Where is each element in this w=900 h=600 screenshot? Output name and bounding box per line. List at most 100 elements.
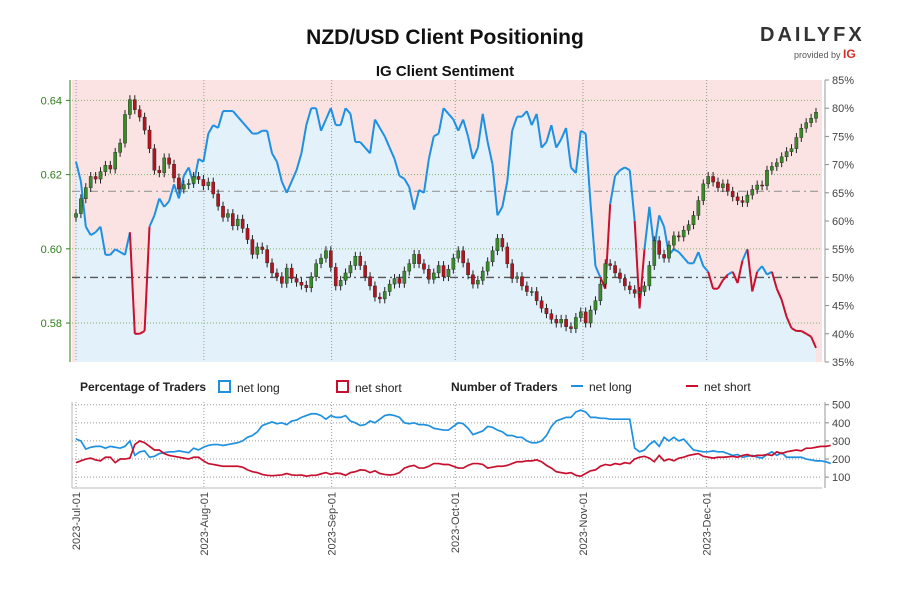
candle-body [108, 165, 113, 170]
sentiment-segment [143, 226, 151, 332]
candle-body [103, 165, 108, 172]
sentiment-segment [114, 248, 121, 253]
candle-body [520, 276, 524, 287]
candle-body [456, 250, 461, 259]
candle-body [431, 272, 436, 280]
candle-body [172, 164, 176, 179]
sentiment-segment [168, 184, 175, 202]
provided-by-label: provided by IG [794, 47, 870, 61]
net-short-swatch [336, 380, 349, 393]
candle-body [152, 148, 157, 171]
candle-body [324, 250, 328, 259]
sentiment-segment [540, 141, 548, 149]
sentiment-segment [790, 327, 797, 332]
sentiment-segment [217, 110, 224, 129]
sentiment-segment [84, 226, 92, 236]
sentiment-segment [746, 249, 754, 292]
sentiment-segment [741, 248, 749, 261]
candle-body [348, 265, 353, 274]
sentiment-segment [236, 116, 244, 123]
candle-body [725, 183, 730, 192]
candle-body [672, 235, 676, 246]
legend-pct-short-label: net short [355, 381, 402, 395]
sentiment-segment [246, 127, 254, 135]
candle-body [642, 285, 647, 292]
sentiment-segment [628, 170, 636, 222]
candle-body [637, 291, 642, 294]
candle-body [240, 218, 245, 229]
candle-body [289, 267, 294, 279]
sentiment-segment [173, 184, 180, 199]
candle-body [691, 215, 696, 225]
sentiment-segment [90, 231, 97, 236]
traders-tick-label: 500 [832, 400, 850, 412]
sentiment-segment [530, 113, 538, 126]
dailyfx-logo: DAILYFX [760, 24, 865, 46]
candle-body [618, 272, 622, 279]
legend-pct-short: net short [336, 380, 402, 395]
candle-body [304, 284, 309, 288]
sentiment-segment [780, 299, 788, 318]
candle-body [157, 169, 162, 173]
sentiment-segment [207, 124, 215, 135]
candle-body [750, 189, 755, 196]
candle-body [451, 257, 456, 270]
candle-body [407, 263, 412, 272]
sentiment-tick-label: 55% [832, 244, 854, 256]
candle-body [368, 276, 372, 287]
sentiment-segment [491, 164, 499, 216]
sentiment-tick-label: 35% [832, 357, 854, 369]
candle-body [794, 137, 799, 149]
sentiment-segment [158, 197, 166, 208]
candle-body [216, 193, 220, 207]
sentiment-segment [511, 116, 519, 132]
candle-body [211, 181, 216, 195]
sentiment-segment [427, 136, 435, 160]
traders-net-long-line [75, 409, 831, 465]
sentiment-segment [148, 214, 156, 228]
sentiment-segment [594, 265, 602, 278]
candle-body [809, 118, 813, 123]
sentiment-tick-label: 80% [832, 103, 854, 115]
candle-body [485, 261, 490, 272]
candle-body [417, 254, 421, 264]
price-tick-label: 0.58 [41, 318, 62, 330]
sentiment-segment [682, 257, 690, 264]
sentiment-segment [139, 330, 146, 335]
sentiment-segment [128, 232, 136, 334]
sentiment-tick-label: 45% [832, 301, 854, 313]
sentiment-segment [800, 330, 807, 335]
x-tick-label: 2023-Jul-01 [71, 492, 83, 550]
candle-body [162, 157, 167, 173]
sentiment-segment [624, 166, 631, 172]
sentiment-segment [481, 113, 489, 143]
sentiment-segment [717, 279, 724, 290]
candle-body [515, 276, 519, 279]
candle-body [505, 246, 510, 264]
candle-body [446, 269, 451, 277]
traders-panel: 100 200 300 400 500 [71, 400, 850, 488]
candle-body [255, 246, 260, 255]
candle-body [260, 246, 265, 250]
price-candles [74, 95, 818, 334]
candle-body [814, 112, 818, 119]
candle-body [686, 224, 691, 231]
candle-body [265, 249, 269, 264]
sentiment-segment [633, 220, 641, 309]
net-long-swatch [218, 380, 231, 393]
candle-body [275, 272, 279, 277]
sentiment-segment [295, 153, 303, 171]
sentiment-segment [202, 133, 210, 162]
grid-lines [72, 80, 822, 488]
sentiment-tick-label: 60% [832, 216, 854, 228]
candle-body [730, 191, 735, 198]
candle-body [476, 280, 480, 285]
sentiment-segment [315, 107, 323, 131]
sentiment-segment [506, 130, 514, 182]
sentiment-segment [79, 181, 87, 227]
candle-body [779, 156, 784, 163]
x-tick-label: 2023-Nov-01 [578, 492, 590, 556]
sentiment-tick-label: 65% [832, 188, 854, 200]
traders-tick-label: 400 [832, 418, 850, 430]
sentiment-segment [467, 136, 474, 160]
